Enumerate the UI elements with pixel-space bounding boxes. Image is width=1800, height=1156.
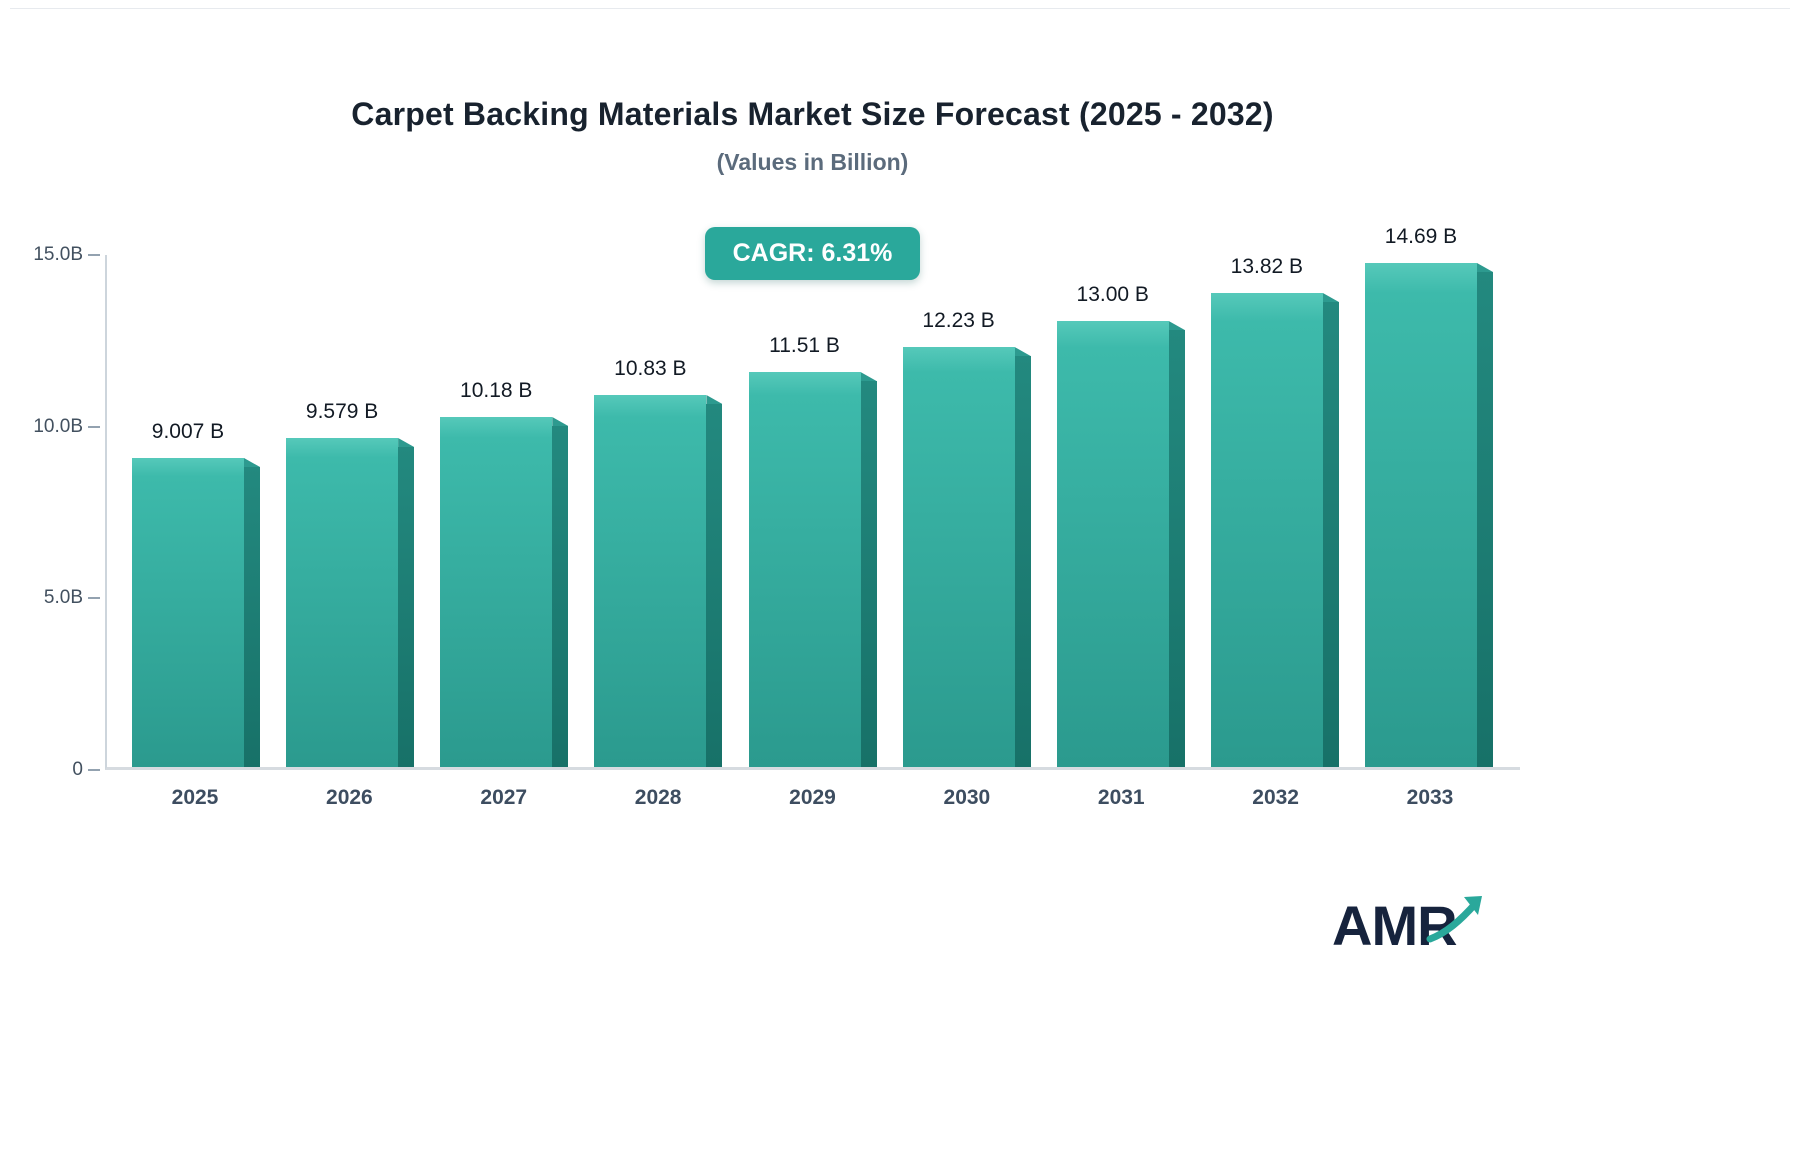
- bar-top-bevel: [1014, 347, 1031, 356]
- logo: AMR: [1332, 893, 1492, 963]
- cagr-badge-wrap: CAGR: 6.31%: [105, 227, 1520, 280]
- bar-side-face: [552, 426, 569, 767]
- logo-text: AMR: [1332, 894, 1458, 957]
- bar: 10.18 B: [440, 252, 570, 767]
- y-tick-label: 0: [72, 759, 83, 780]
- bar: 9.007 B: [132, 252, 262, 767]
- bar-top-bevel: [1477, 263, 1493, 272]
- bar-side-face: [1168, 330, 1185, 767]
- y-tick-mark: [88, 597, 100, 600]
- bar-value-label: 11.51 B: [769, 334, 840, 357]
- y-tick-mark: [88, 254, 100, 256]
- bar-value-label: 10.83 B: [614, 357, 687, 380]
- y-tick-label: 10.0B: [33, 415, 83, 437]
- bar-top-bevel: [706, 395, 723, 404]
- bar-value-label: 9.579 B: [305, 400, 379, 423]
- bar: 12.23 B: [902, 252, 1033, 767]
- bar-side-face: [244, 467, 260, 767]
- bar: 11.51 B: [748, 252, 879, 767]
- bar-front-face: [1210, 293, 1323, 767]
- bar-front-face: [286, 438, 399, 767]
- bar-value-label: 12.23 B: [922, 309, 995, 332]
- bar-value-label: 13.00 B: [1076, 283, 1149, 306]
- bar-value-label: 9.007 B: [151, 420, 225, 443]
- card-top-border: [10, 8, 1790, 9]
- bar: 13.00 B: [1056, 252, 1187, 767]
- bar-side-face: [1014, 356, 1031, 767]
- y-tick-label: 5.0B: [43, 587, 83, 609]
- bar-front-face: [1056, 321, 1169, 767]
- x-axis-label: 2029: [789, 786, 836, 809]
- bars: 9.007 B 9.579 B 10.18 B 10.83 B 11.51 B 12.23…: [107, 225, 1520, 767]
- bar-front-face: [748, 372, 861, 767]
- bar-front-face: [1365, 263, 1477, 767]
- chart-title: Carpet Backing Materials Market Size For…: [351, 96, 1274, 132]
- bar: 13.82 B: [1210, 252, 1341, 767]
- bar-top-bevel: [860, 372, 877, 381]
- bar: 9.579 B: [286, 252, 416, 767]
- bar-top-bevel: [1168, 321, 1185, 330]
- bar: 14.69 B: [1365, 225, 1495, 767]
- x-axis-label: 2033: [1406, 786, 1454, 809]
- bar-front-face: [594, 395, 707, 767]
- x-axis-label: 2030: [943, 786, 991, 809]
- x-axis-label: 2025: [171, 786, 219, 809]
- x-axis-label: 2028: [634, 786, 682, 809]
- bar-front-face: [902, 347, 1015, 767]
- bar-value-label: 14.69 B: [1384, 225, 1458, 248]
- bar-top-bevel: [398, 438, 415, 447]
- y-tick-mark: [88, 769, 100, 771]
- bar: 10.83 B: [594, 252, 724, 767]
- bar-side-face: [860, 381, 877, 767]
- bar-top-bevel: [1322, 293, 1339, 302]
- y-tick-mark: [88, 425, 100, 428]
- bar-top-bevel: [244, 458, 260, 467]
- bar-front-face: [440, 417, 553, 767]
- bar-side-face: [706, 404, 723, 767]
- bar-side-face: [1477, 272, 1493, 767]
- x-axis-label: 2026: [326, 786, 373, 809]
- bar-top-bevel: [552, 417, 569, 426]
- x-axis-label: 2031: [1097, 786, 1145, 809]
- bar-side-face: [1322, 302, 1339, 767]
- logo-arrow-icon: [1426, 896, 1482, 943]
- bar-front-face: [132, 458, 244, 767]
- x-axis-label: 2027: [480, 786, 528, 809]
- cagr-badge: CAGR: 6.31%: [704, 227, 921, 280]
- bar-value-label: 10.18 B: [460, 379, 533, 402]
- x-axis-label: 2032: [1252, 786, 1299, 809]
- y-axis: 0 5.0B 10.0B 15.0B: [0, 244, 105, 780]
- y-tick-label: 15.0B: [33, 244, 83, 265]
- bar-value-label: 13.82 B: [1230, 255, 1304, 278]
- x-axis: 2025 2026 2027 2028 2029 2030 2031 2032 2033: [105, 786, 1520, 810]
- chart-subtitle: (Values in Billion): [716, 149, 909, 175]
- plot-area: 9.007 B 9.579 B 10.18 B 10.83 B 11.51 B 12.23…: [105, 225, 1520, 770]
- bar-side-face: [398, 447, 415, 767]
